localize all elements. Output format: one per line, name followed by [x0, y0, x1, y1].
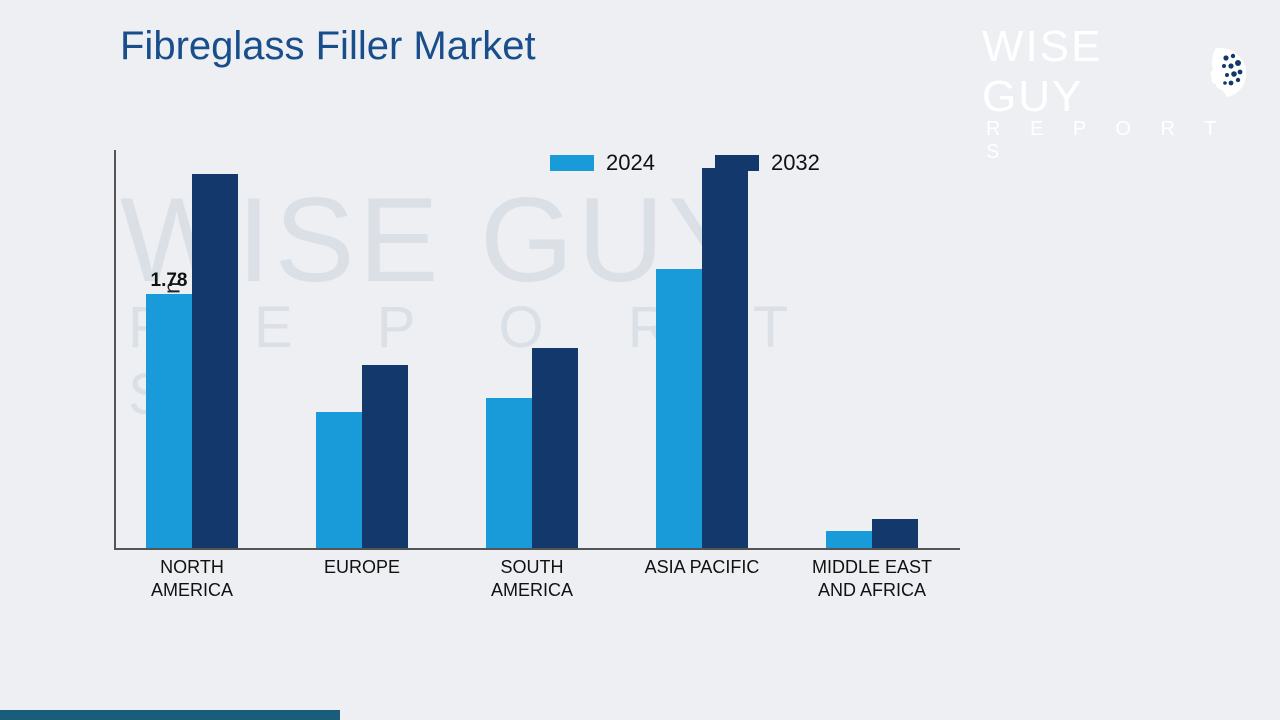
x-tick-label: EUROPE: [297, 548, 427, 579]
bar: 1.78: [146, 294, 192, 548]
bar: [486, 398, 532, 548]
bar-group: SOUTH AMERICA: [486, 348, 578, 548]
x-tick-label: ASIA PACIFIC: [637, 548, 767, 579]
brand-line1: WISE GUY: [982, 22, 1190, 122]
bar: [362, 365, 408, 548]
bar-group: EUROPE: [316, 365, 408, 548]
bar-group: ASIA PACIFIC: [656, 168, 748, 548]
bar: [192, 174, 238, 548]
bar: [826, 531, 872, 548]
x-tick-label: NORTH AMERICA: [127, 548, 257, 601]
brand-logo: WISE GUY R E P O R T S: [982, 22, 1252, 164]
bar: [316, 412, 362, 548]
bar-group: 1.78NORTH AMERICA: [146, 174, 238, 548]
bar: [702, 168, 748, 548]
chart-area: Market Size in USD Billion 1.78NORTH AME…: [100, 150, 960, 670]
brand-head-icon: [1196, 44, 1252, 100]
x-tick-label: MIDDLE EAST AND AFRICA: [807, 548, 937, 601]
bar: [532, 348, 578, 548]
bar: [872, 519, 918, 548]
bar: [656, 269, 702, 548]
plot-area: 1.78NORTH AMERICA EUROPE SOUTH AMERICA ASIA…: [114, 150, 960, 550]
bottom-accent-bar: [0, 710, 340, 720]
bar-value-label: 1.78: [146, 270, 192, 294]
x-tick-label: SOUTH AMERICA: [467, 548, 597, 601]
chart-title: Fibreglass Filler Market: [120, 24, 536, 69]
bar-group: MIDDLE EAST AND AFRICA: [826, 519, 918, 548]
brand-line2: R E P O R T S: [982, 118, 1252, 164]
